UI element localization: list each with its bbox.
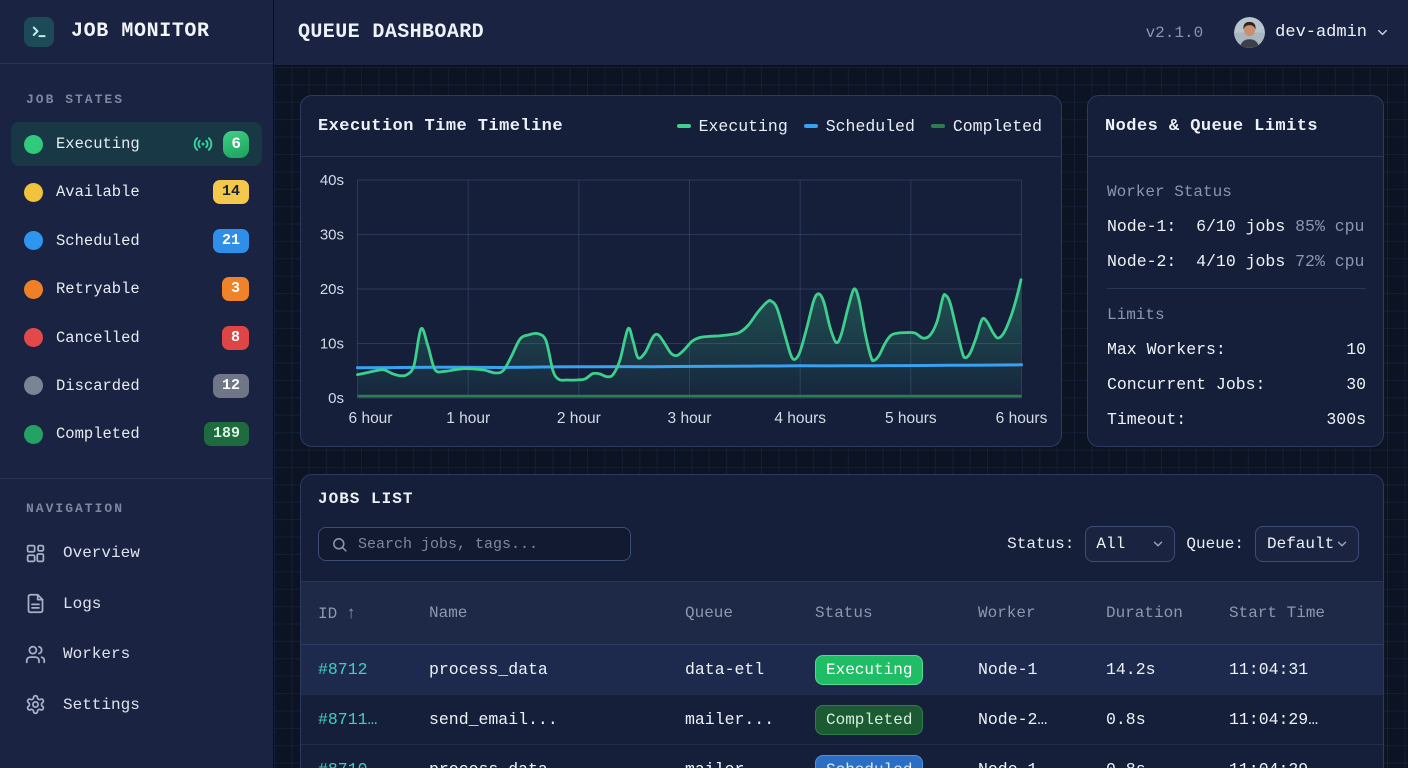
svg-text:0s: 0s	[328, 390, 344, 407]
svg-text:20s: 20s	[320, 281, 344, 298]
svg-text:6 hours: 6 hours	[996, 410, 1048, 427]
svg-text:4 hours: 4 hours	[774, 410, 826, 427]
svg-text:30s: 30s	[320, 227, 344, 244]
svg-text:10s: 10s	[320, 336, 344, 353]
svg-text:5 hours: 5 hours	[885, 410, 937, 427]
svg-text:2 hour: 2 hour	[557, 410, 601, 427]
svg-text:1 hour: 1 hour	[446, 410, 490, 427]
svg-text:3 hour: 3 hour	[668, 410, 712, 427]
svg-text:40s: 40s	[320, 172, 344, 189]
svg-text:6 hour: 6 hour	[349, 410, 393, 427]
